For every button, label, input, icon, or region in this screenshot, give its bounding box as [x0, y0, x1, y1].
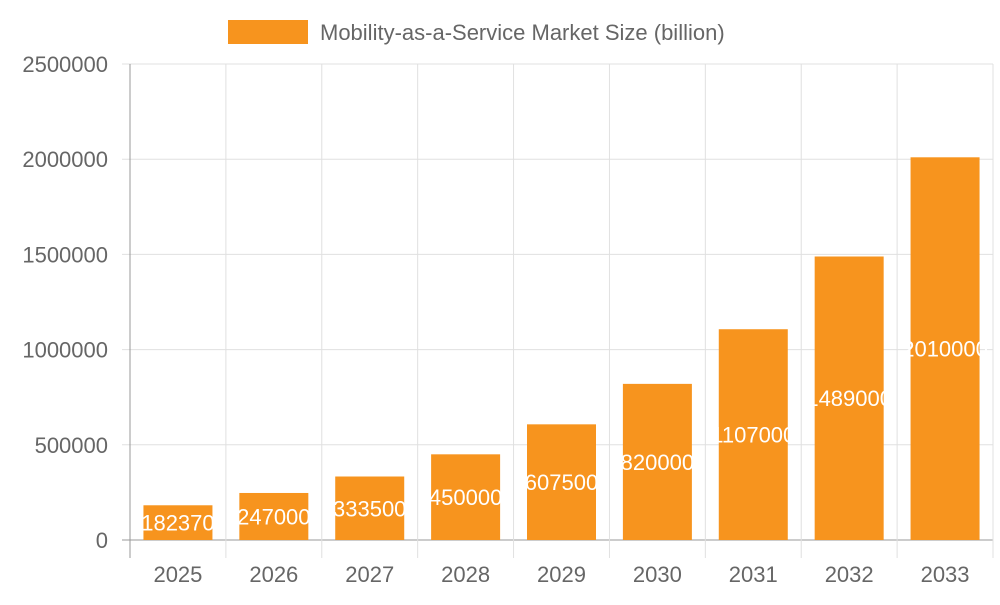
legend[interactable]: Mobility-as-a-Service Market Size (billi…: [228, 20, 725, 45]
bars: [143, 157, 980, 540]
x-tick-label: 2029: [537, 562, 586, 587]
data-label-2029: 607500: [525, 470, 598, 495]
data-labels: 182370 247000 333500 450000 607500 820000 1107…: [141, 337, 988, 536]
x-tick-label: 2032: [825, 562, 874, 587]
grid: [122, 63, 994, 558]
data-label-2028: 450000: [429, 485, 502, 510]
x-tick-label: 2033: [921, 562, 970, 587]
legend-label: Mobility-as-a-Service Market Size (billi…: [320, 20, 725, 45]
x-tick-label: 2025: [153, 562, 202, 587]
y-tick-label: 1000000: [22, 338, 108, 363]
bar-2028: [431, 454, 501, 540]
bar-2030: [622, 383, 692, 540]
x-tick-label: 2031: [729, 562, 778, 587]
data-label-2025: 182370: [141, 511, 214, 536]
data-label-2027: 333500: [333, 496, 406, 521]
y-tick-label: 1500000: [22, 242, 108, 267]
legend-swatch: [228, 20, 308, 44]
data-label-2033: 2010000: [902, 337, 988, 362]
bar-2032: [814, 256, 884, 540]
data-label-2030: 820000: [621, 450, 694, 475]
data-label-2031: 1107000: [711, 423, 795, 448]
bar-2026: [239, 492, 309, 540]
axis-ticks: 0 500000 1000000 1500000 2000000 2500000 2025 2…: [22, 52, 969, 587]
x-tick-label: 2028: [441, 562, 490, 587]
x-tick-label: 2026: [249, 562, 298, 587]
bar-2031: [718, 329, 788, 540]
bar-2029: [527, 424, 596, 540]
bar-2027: [335, 476, 405, 540]
y-tick-label: 2000000: [22, 147, 108, 172]
y-tick-label: 0: [96, 528, 108, 553]
data-label-2032: 1489000: [806, 386, 892, 411]
x-tick-label: 2030: [633, 562, 682, 587]
data-label-2026: 247000: [237, 504, 310, 529]
y-tick-label: 2500000: [22, 52, 108, 77]
bar-2033: [910, 157, 980, 540]
x-tick-label: 2027: [345, 562, 394, 587]
bar-2025: [143, 505, 213, 540]
y-tick-label: 500000: [35, 433, 108, 458]
